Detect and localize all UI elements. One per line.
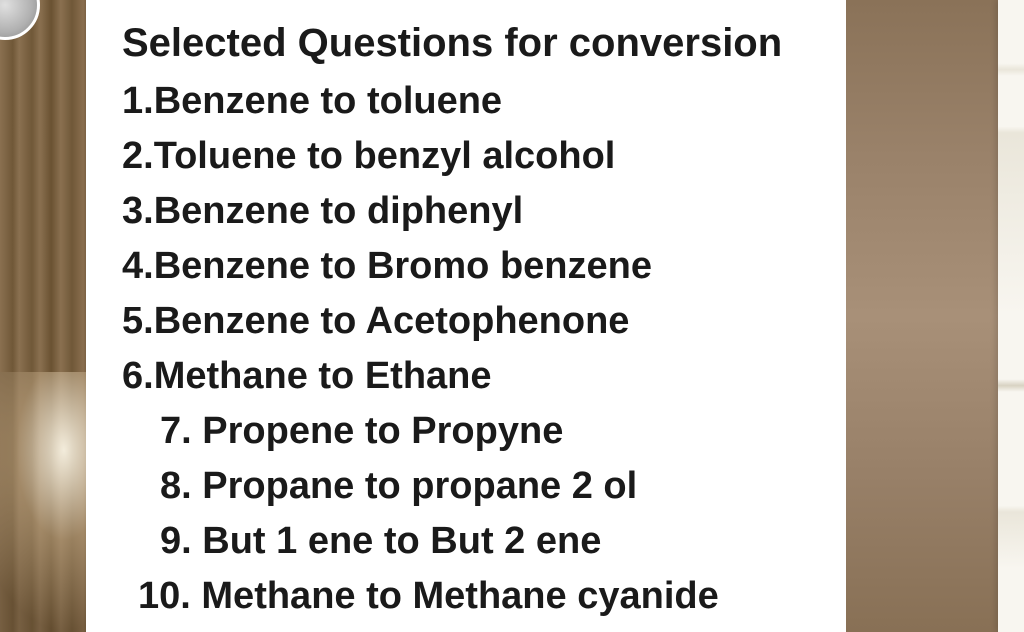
item-number: 2: [122, 135, 143, 177]
item-text: Benzene to Bromo benzene: [154, 245, 652, 287]
list-item: 2.Toluene to benzyl alcohol: [122, 129, 814, 184]
item-sep: .: [181, 465, 202, 507]
background-right-wall: [844, 0, 1024, 632]
item-number: 10: [138, 575, 180, 617]
item-sep: .: [143, 190, 154, 232]
item-text: But 1 ene to But 2 ene: [202, 520, 601, 562]
list-group-c: 10. Methane to Methane cyanide: [122, 569, 814, 624]
item-text: Methane to Ethane: [154, 355, 492, 397]
list-item: 9. But 1 ene to But 2 ene: [122, 514, 814, 569]
list-item: 7. Propene to Propyne: [122, 404, 814, 459]
item-number: 4: [122, 245, 143, 287]
item-sep: .: [180, 575, 201, 617]
item-number: 7: [160, 410, 181, 452]
item-text: Propane to propane 2 ol: [202, 465, 637, 507]
list-item: 6.Methane to Ethane: [122, 349, 814, 404]
content-card: Selected Questions for conversion 1.Benz…: [86, 0, 846, 632]
heading: Selected Questions for conversion: [122, 18, 814, 68]
item-number: 8: [160, 465, 181, 507]
item-text: Toluene to benzyl alcohol: [154, 135, 616, 177]
item-text: Benzene to diphenyl: [154, 190, 523, 232]
item-sep: .: [143, 355, 154, 397]
item-number: 1: [122, 80, 143, 122]
background-right-page-edge: [998, 0, 1024, 632]
item-text: Benzene to toluene: [154, 80, 502, 122]
list-item: 8. Propane to propane 2 ol: [122, 459, 814, 514]
item-sep: .: [143, 80, 154, 122]
item-number: 9: [160, 520, 181, 562]
item-text: Methane to Methane cyanide: [201, 575, 718, 617]
item-number: 5: [122, 300, 143, 342]
list-item: 4.Benzene to Bromo benzene: [122, 239, 814, 294]
item-sep: .: [181, 410, 202, 452]
list-item: 10. Methane to Methane cyanide: [122, 569, 814, 624]
item-number: 3: [122, 190, 143, 232]
list-group-a: 1.Benzene to toluene 2.Toluene to benzyl…: [122, 74, 814, 404]
item-text: Propene to Propyne: [202, 410, 563, 452]
item-sep: .: [143, 300, 154, 342]
item-sep: .: [181, 520, 202, 562]
list-item: 5.Benzene to Acetophenone: [122, 294, 814, 349]
item-sep: .: [143, 135, 154, 177]
item-text: Benzene to Acetophenone: [154, 300, 630, 342]
item-sep: .: [143, 245, 154, 287]
list-item: 3.Benzene to diphenyl: [122, 184, 814, 239]
list-item: 1.Benzene to toluene: [122, 74, 814, 129]
list-group-b: 7. Propene to Propyne 8. Propane to prop…: [122, 404, 814, 569]
item-number: 6: [122, 355, 143, 397]
